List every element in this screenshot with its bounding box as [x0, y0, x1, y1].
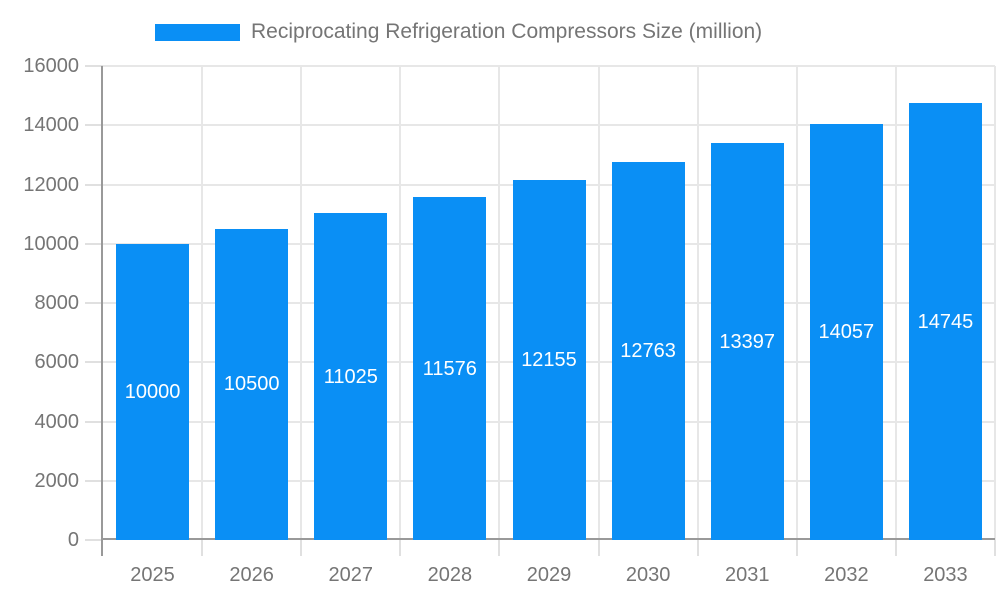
x-tick	[894, 540, 897, 556]
y-tick	[85, 183, 103, 186]
y-tick-label: 10000	[23, 232, 79, 255]
x-tick-label: 2030	[625, 564, 671, 586]
x-tick-label: 2031	[724, 564, 770, 586]
bar-2032	[809, 123, 883, 540]
y-tick	[85, 65, 103, 67]
x-tick-label: 2026	[229, 564, 274, 586]
v-gridline	[399, 66, 402, 540]
y-tick	[85, 124, 103, 127]
y-tick-label: 16000	[23, 55, 79, 77]
bar-2025	[116, 243, 190, 540]
y-tick-label: 4000	[34, 410, 80, 433]
y-tick	[85, 420, 103, 423]
x-tick	[300, 540, 303, 556]
bar-value-label: 14057	[818, 320, 875, 343]
v-gridline	[300, 66, 303, 540]
y-tick	[85, 479, 103, 482]
v-gridline	[201, 66, 204, 540]
v-gridline	[696, 66, 699, 540]
chart-legend: Reciprocating Refrigeration Compressors …	[155, 18, 762, 46]
y-tick	[85, 302, 103, 304]
x-tick-label: 2033	[923, 564, 968, 586]
bar-value-label: 12763	[620, 339, 676, 362]
bar-2026	[215, 228, 289, 540]
x-tick	[994, 540, 996, 556]
x-tick-label: 2025	[130, 564, 175, 586]
x-tick	[399, 540, 402, 556]
y-tick-label: 2000	[34, 469, 80, 492]
x-tick	[201, 540, 204, 556]
y-tick	[85, 242, 103, 245]
bar-value-label: 10500	[223, 373, 280, 396]
y-tick-label: 12000	[23, 173, 79, 196]
y-tick	[85, 539, 103, 541]
bar-2029	[512, 179, 586, 540]
bar-2030	[611, 161, 685, 540]
x-tick	[597, 540, 600, 556]
h-gridline	[103, 65, 995, 67]
bar-2033	[908, 103, 982, 540]
v-gridline	[994, 66, 996, 540]
v-gridline	[498, 66, 501, 540]
h-gridline	[103, 124, 995, 127]
v-gridline	[597, 66, 600, 540]
bar-2031	[710, 143, 784, 540]
x-tick	[696, 540, 699, 556]
y-tick-label: 14000	[23, 114, 79, 137]
y-axis-line	[101, 66, 103, 556]
legend-swatch	[155, 23, 240, 41]
bar-value-label: 10000	[124, 380, 181, 403]
bar-value-label: 11025	[323, 365, 378, 388]
bar-2028	[413, 197, 487, 540]
x-tick-label: 2029	[526, 564, 572, 586]
v-gridline	[894, 66, 897, 540]
x-tick	[795, 540, 798, 556]
bar-value-label: 11576	[422, 357, 477, 380]
x-tick-label: 2032	[824, 564, 869, 586]
y-tick	[85, 361, 103, 364]
legend-label: Reciprocating Refrigeration Compressors …	[251, 20, 763, 43]
bar-value-label: 13397	[719, 330, 776, 353]
y-tick-label: 6000	[34, 351, 80, 374]
x-tick-label: 2027	[328, 564, 374, 586]
bar-2027	[314, 213, 388, 540]
y-tick-label: 8000	[34, 292, 80, 314]
y-tick-label: 0	[67, 529, 79, 551]
bar-value-label: 14745	[917, 310, 974, 333]
v-gridline	[795, 66, 798, 540]
bar-value-label: 12155	[521, 348, 577, 371]
x-tick-label: 2028	[427, 564, 473, 586]
x-tick	[498, 540, 501, 556]
